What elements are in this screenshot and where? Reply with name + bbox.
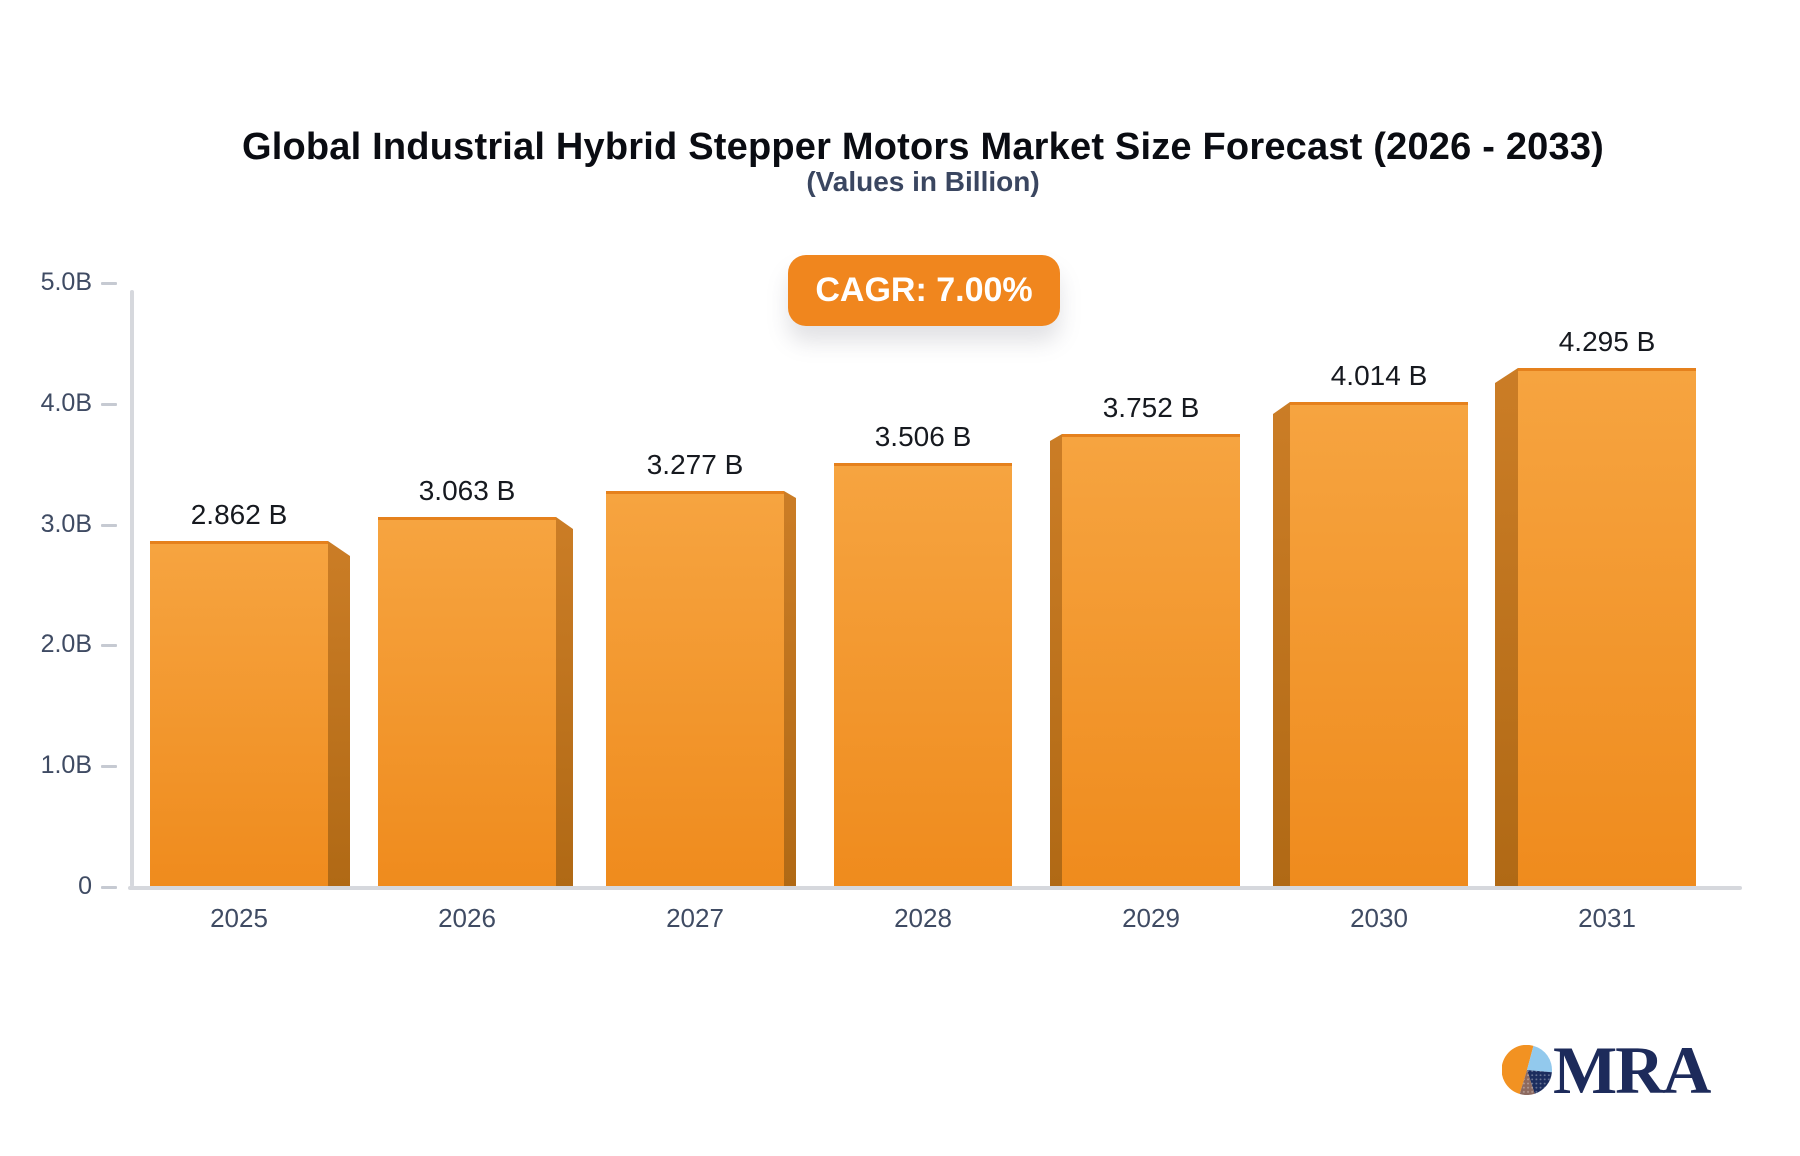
x-tick-label: 2025 [210, 903, 268, 933]
bar-3d-side [784, 491, 796, 887]
y-tick-mark [101, 644, 117, 648]
y-tick-mark [101, 886, 117, 889]
y-axis-line [130, 290, 134, 887]
y-tick-label: 0 [78, 872, 92, 900]
bar-3d-side [1273, 402, 1290, 887]
x-axis-line [128, 886, 1742, 890]
pie-slice-orange [1502, 1045, 1534, 1094]
y-tick-label: 3.0B [40, 509, 92, 538]
bar-value-label: 4.014 B [1330, 360, 1428, 391]
pie-slice-blue [1527, 1045, 1552, 1073]
bar [1062, 434, 1240, 887]
bar [150, 541, 328, 887]
y-tick-label: 1.0B [40, 751, 92, 780]
mra-logo-pie-icon [1502, 1045, 1552, 1095]
y-tick-mark [101, 523, 117, 527]
x-tick-label: 2026 [438, 903, 496, 933]
x-tick-label: 2027 [666, 903, 724, 933]
y-tick-mark [101, 282, 117, 285]
y-tick-mark [101, 402, 117, 406]
bar-value-label: 3.063 B [418, 475, 516, 506]
bar-3d-side [556, 517, 573, 887]
x-tick-label: 2031 [1578, 903, 1636, 933]
chart-title: Global Industrial Hybrid Stepper Motors … [241, 126, 1605, 169]
x-tick-label: 2028 [894, 903, 952, 933]
bar [1290, 402, 1468, 887]
bar-3d-side [328, 541, 350, 887]
bar-value-label: 3.752 B [1102, 392, 1200, 423]
bar [378, 517, 556, 887]
y-tick-label: 2.0B [40, 630, 92, 659]
chart-subtitle: (Values in Billion) [806, 166, 1040, 197]
y-tick-label: 5.0B [40, 268, 92, 296]
bar [834, 463, 1012, 887]
x-tick-label: 2029 [1122, 903, 1180, 933]
bar-3d-side [1495, 368, 1518, 887]
bar-value-label: 3.277 B [646, 449, 744, 480]
cagr-badge: CAGR: 7.00% [788, 255, 1060, 326]
bar [1518, 368, 1696, 887]
bar-value-label: 4.295 B [1558, 326, 1656, 357]
y-tick-label: 4.0B [40, 388, 92, 417]
bar [606, 491, 784, 887]
mra-logo-text: MRA [1553, 1032, 1711, 1108]
bar-value-label: 3.506 B [874, 421, 972, 452]
bar-3d-side [1050, 434, 1062, 887]
y-tick-mark [101, 765, 117, 769]
x-tick-label: 2030 [1350, 903, 1408, 933]
mra-logo: MRA [1502, 1032, 1711, 1108]
bar-value-label: 2.862 B [190, 499, 288, 530]
